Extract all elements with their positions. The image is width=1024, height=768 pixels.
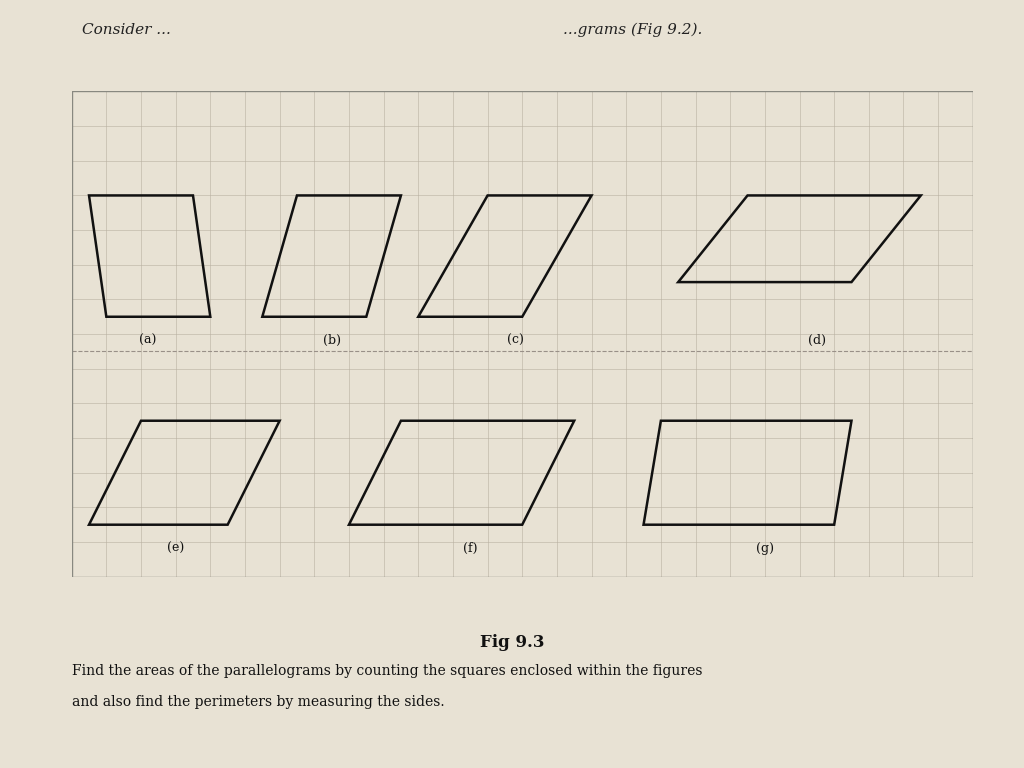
Text: (c): (c) (507, 334, 523, 347)
Text: Consider ...: Consider ... (82, 23, 171, 37)
Text: ...grams (Fig 9.2).: ...grams (Fig 9.2). (563, 23, 702, 38)
Text: (b): (b) (323, 334, 341, 347)
Text: Fig 9.3: Fig 9.3 (480, 634, 544, 650)
Text: (d): (d) (808, 334, 825, 347)
Text: Find the areas of the parallelograms by counting the squares enclosed within the: Find the areas of the parallelograms by … (72, 664, 702, 678)
Text: (g): (g) (756, 542, 774, 555)
Text: (e): (e) (167, 542, 184, 555)
Text: (a): (a) (139, 334, 157, 347)
Text: and also find the perimeters by measuring the sides.: and also find the perimeters by measurin… (72, 695, 444, 709)
Text: (f): (f) (463, 542, 477, 555)
